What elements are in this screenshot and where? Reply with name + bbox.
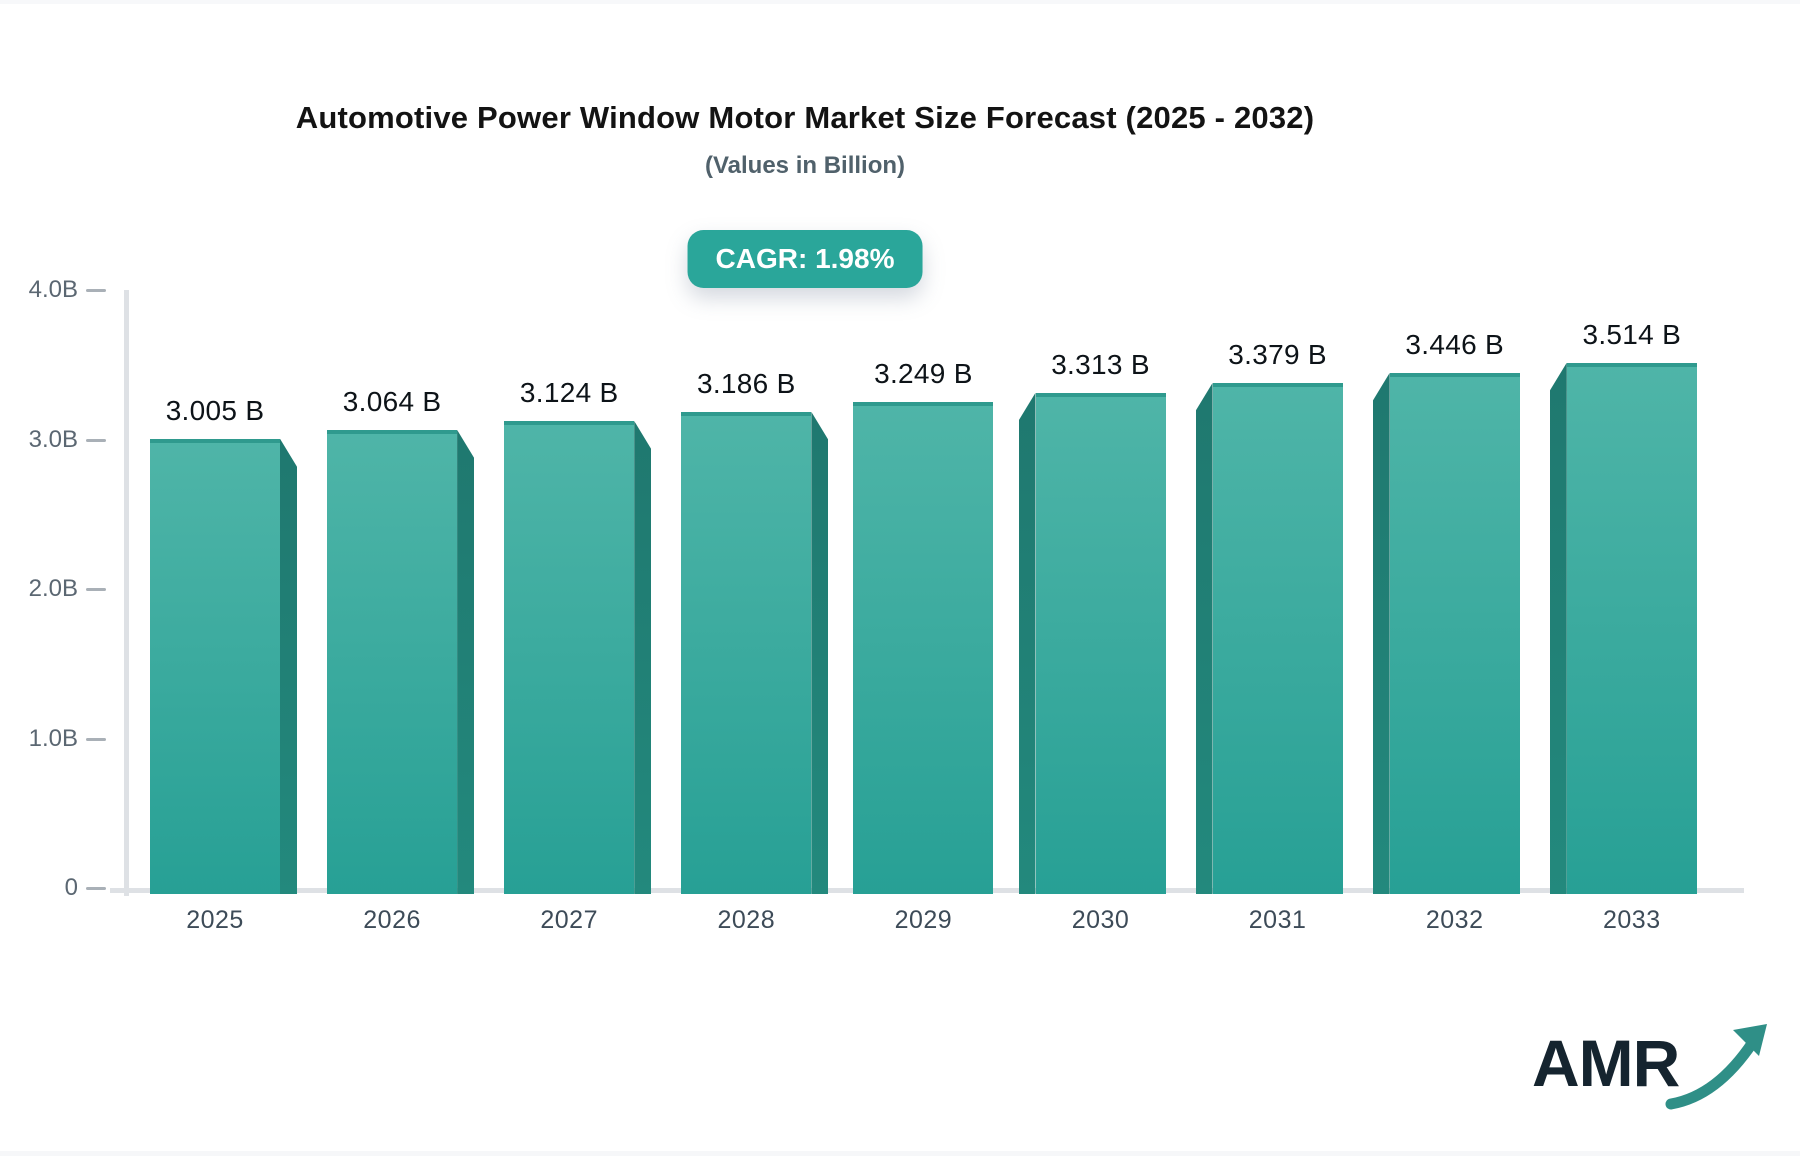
x-tick-label: 2032 — [1425, 906, 1484, 934]
y-tick-label: 0 — [64, 874, 78, 901]
bar-value-label: 3.005 B — [165, 394, 265, 426]
bar — [1389, 372, 1520, 894]
y-tick-dash — [86, 887, 106, 890]
bar-value-label: 3.313 B — [1051, 348, 1150, 380]
y-tick-label: 4.0B — [28, 276, 78, 303]
y-axis-line — [124, 290, 129, 896]
y-tick-dash — [86, 438, 106, 442]
amr-logo: AMR — [1532, 1024, 1769, 1117]
bar-side-face — [457, 429, 475, 894]
chart-title: Automotive Power Window Motor Market Siz… — [295, 100, 1315, 135]
bar-top-edge — [1212, 382, 1343, 387]
bar-side-face — [1018, 392, 1036, 894]
bar — [853, 402, 994, 894]
bar-value-label: 3.379 B — [1228, 338, 1327, 370]
bar-side-face — [1195, 382, 1213, 894]
y-tick-dash — [86, 737, 106, 741]
y-tick-label: 1.0B — [28, 724, 78, 752]
x-tick-label: 2033 — [1602, 906, 1661, 934]
bar-top-edge — [853, 402, 994, 407]
bar-top-edge — [327, 429, 458, 434]
y-tick-dash — [86, 289, 106, 292]
bar — [681, 411, 812, 894]
amr-logo-text: AMR — [1532, 1026, 1680, 1100]
bar-side-face — [280, 438, 297, 894]
x-tick-label: 2030 — [1071, 906, 1130, 934]
bar-side-face — [1549, 362, 1567, 894]
bar — [1566, 362, 1697, 894]
bar — [504, 420, 635, 894]
chart-subtitle: (Values in Billion) — [704, 152, 906, 179]
bar-value-label: 3.514 B — [1582, 318, 1682, 350]
bar-value-label: 3.446 B — [1405, 328, 1504, 360]
y-tick-label: 2.0B — [28, 575, 78, 602]
x-tick-label: 2029 — [894, 906, 953, 934]
bar-top-edge — [1566, 362, 1697, 367]
x-tick-label: 2025 — [186, 906, 244, 934]
bar — [327, 429, 458, 894]
bar — [1212, 382, 1343, 894]
bar — [1035, 392, 1166, 894]
x-tick-label: 2027 — [540, 906, 598, 934]
bar-side-face — [634, 420, 652, 894]
growth-arrow-icon — [1665, 1024, 1769, 1117]
bar-value-label: 3.249 B — [874, 358, 973, 390]
bar-side-face — [811, 411, 829, 894]
bar-top-edge — [504, 420, 635, 425]
bar-top-edge — [150, 438, 280, 443]
x-tick-label: 2026 — [363, 906, 421, 934]
bar-value-label: 3.186 B — [696, 367, 796, 399]
bar-top-edge — [1389, 372, 1520, 377]
cagr-badge: CAGR: 1.98% — [687, 230, 923, 288]
bar-top-edge — [1035, 392, 1166, 397]
bar-value-label: 3.124 B — [519, 376, 619, 408]
x-tick-label: 2031 — [1248, 906, 1307, 934]
y-tick-dash — [86, 588, 106, 591]
x-tick-label: 2028 — [717, 906, 776, 934]
bar-value-label: 3.064 B — [342, 385, 442, 417]
bar-side-face — [1372, 372, 1390, 894]
bar-top-edge — [681, 411, 812, 416]
bar — [150, 438, 280, 894]
y-tick-label: 3.0B — [28, 425, 78, 453]
